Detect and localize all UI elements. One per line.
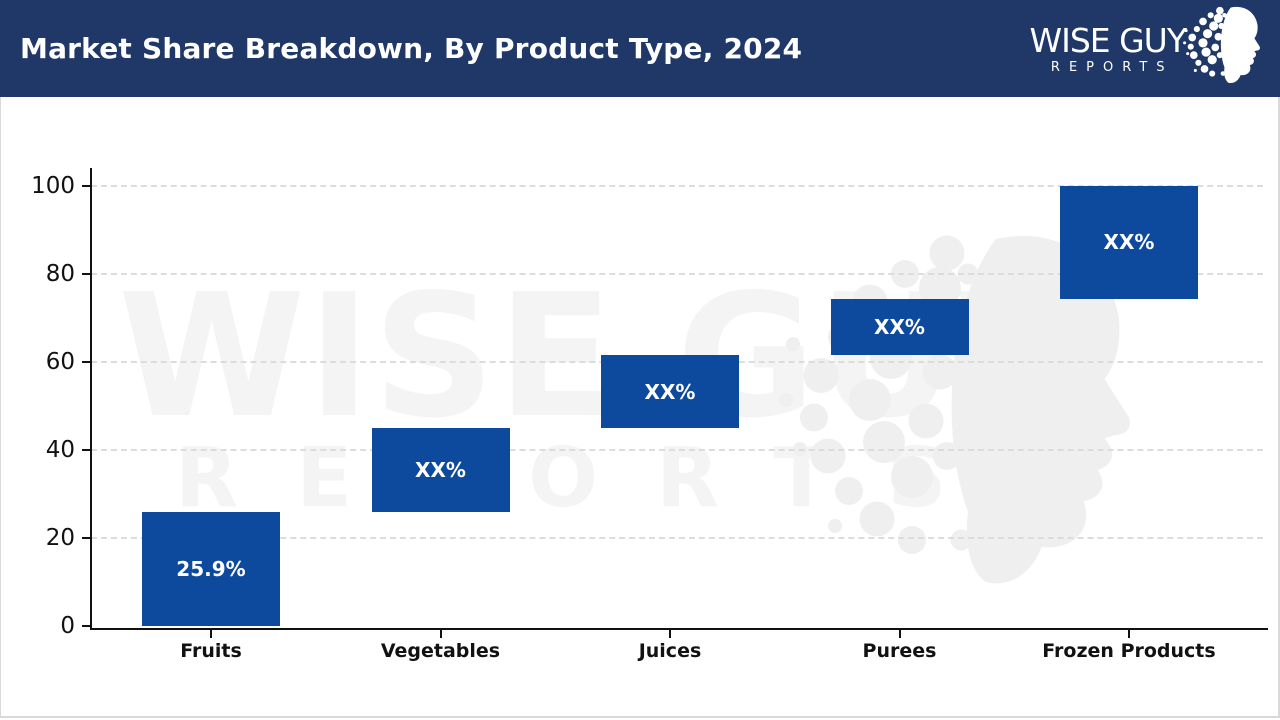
bar-vegetables: [371, 428, 510, 513]
bar-fruits: [142, 512, 280, 626]
y-axis: [90, 168, 92, 630]
y-tick-label: 0: [60, 613, 75, 639]
x-tick-label: Purees: [862, 640, 937, 662]
logo: WISE GUY REPORTS: [1029, 0, 1272, 97]
logo-wordmark: WISE GUY: [1029, 20, 1187, 60]
x-tick-mark: [439, 630, 442, 638]
bar-value-label: 25.9%: [176, 557, 246, 582]
logo-reports: REPORTS: [1050, 59, 1174, 75]
x-tick-mark: [898, 630, 901, 638]
y-tick-label: 100: [31, 173, 75, 199]
y-tick-mark: [82, 273, 90, 275]
x-tick-label: Vegetables: [380, 640, 501, 662]
left-border-line: [0, 97, 1, 717]
wiseguy-head-logo-icon: [1183, 6, 1260, 83]
logo-text: WISE GUY REPORTS: [1029, 20, 1187, 75]
y-tick-label: 60: [45, 349, 75, 375]
x-tick-mark: [210, 630, 212, 638]
gridline-100: [91, 185, 1263, 187]
x-tick-mark: [669, 630, 671, 638]
page-title: Market Share Breakdown, By Product Type,…: [20, 32, 803, 65]
bottom-border-line: [0, 716, 1280, 718]
bar-frozen-products: [1060, 186, 1198, 299]
x-tick-label: Fruits: [180, 640, 242, 662]
bar-value-label: XX%: [644, 379, 696, 404]
x-tick-mark: [1128, 630, 1130, 638]
y-tick-mark: [82, 185, 90, 187]
header: Market Share Breakdown, By Product Type,…: [0, 0, 1280, 97]
y-tick-mark: [82, 537, 90, 539]
bar-juices: [601, 355, 739, 428]
gridline-20: [91, 537, 1263, 539]
y-tick-label: 40: [45, 437, 75, 463]
bar-purees: [830, 298, 969, 356]
y-tick-label: 20: [45, 525, 75, 551]
y-tick-mark: [82, 625, 90, 627]
x-tick-label: Frozen Products: [1042, 640, 1216, 662]
y-tick-mark: [82, 361, 90, 363]
gridline-40: [91, 449, 1263, 451]
x-axis: [90, 628, 1268, 630]
y-tick-label: 80: [45, 261, 75, 287]
x-tick-label: Juices: [638, 640, 702, 662]
right-border-line: [1278, 97, 1280, 717]
bar-value-label: XX%: [874, 315, 925, 340]
gridline-80: [91, 273, 1263, 275]
y-tick-mark: [82, 449, 90, 451]
bar-value-label: XX%: [415, 458, 466, 483]
bar-value-label: XX%: [1103, 230, 1155, 255]
